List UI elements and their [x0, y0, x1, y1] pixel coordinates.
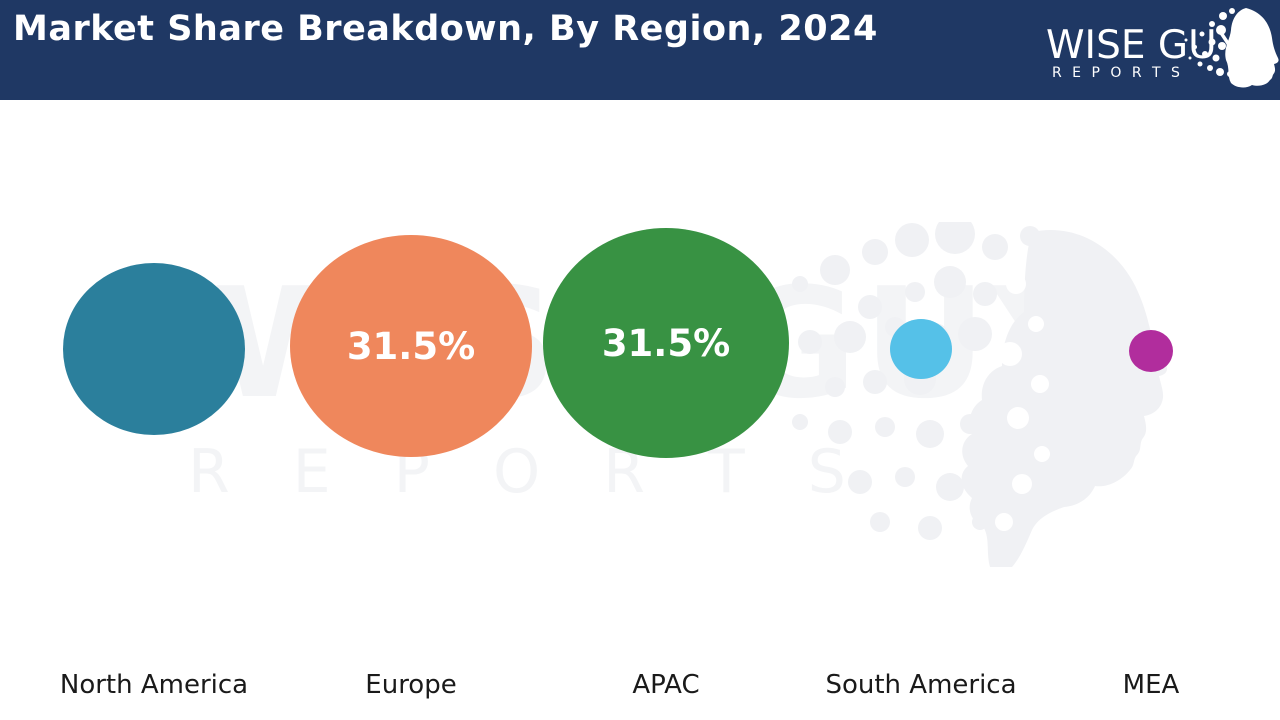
region-label-apac: APAC [632, 670, 700, 700]
bubble-value-europe: 31.5% [346, 324, 476, 368]
logo-wiseguy-text: WISE GUY [1046, 23, 1241, 68]
bubble-apac: 31.5% [543, 228, 789, 458]
logo-face-icon [1184, 8, 1279, 88]
header: Market Share Breakdown, By Region, 2024 … [0, 0, 1280, 100]
watermark-reports-text: R E P O R T S [188, 437, 868, 507]
bubble-europe: 31.5% [290, 235, 532, 457]
region-label-north-america: North America [59, 670, 249, 700]
watermark-face-logo [792, 222, 1168, 567]
logo-reports-text: R E P O R T S [1052, 65, 1183, 81]
bubble-value-apac: 31.5% [601, 321, 731, 365]
region-label-south-america: South America [825, 670, 1017, 700]
region-label-mea: MEA [1122, 670, 1180, 700]
page-title: Market Share Breakdown, By Region, 2024 [13, 9, 878, 49]
bubble-south-america [890, 319, 952, 379]
wise-guy-reports-logo: WISE GUY R E P O R T S [1046, 8, 1279, 88]
bubble-north-america [63, 263, 245, 435]
bubble-mea [1129, 330, 1173, 372]
region-label-europe: Europe [365, 670, 457, 700]
